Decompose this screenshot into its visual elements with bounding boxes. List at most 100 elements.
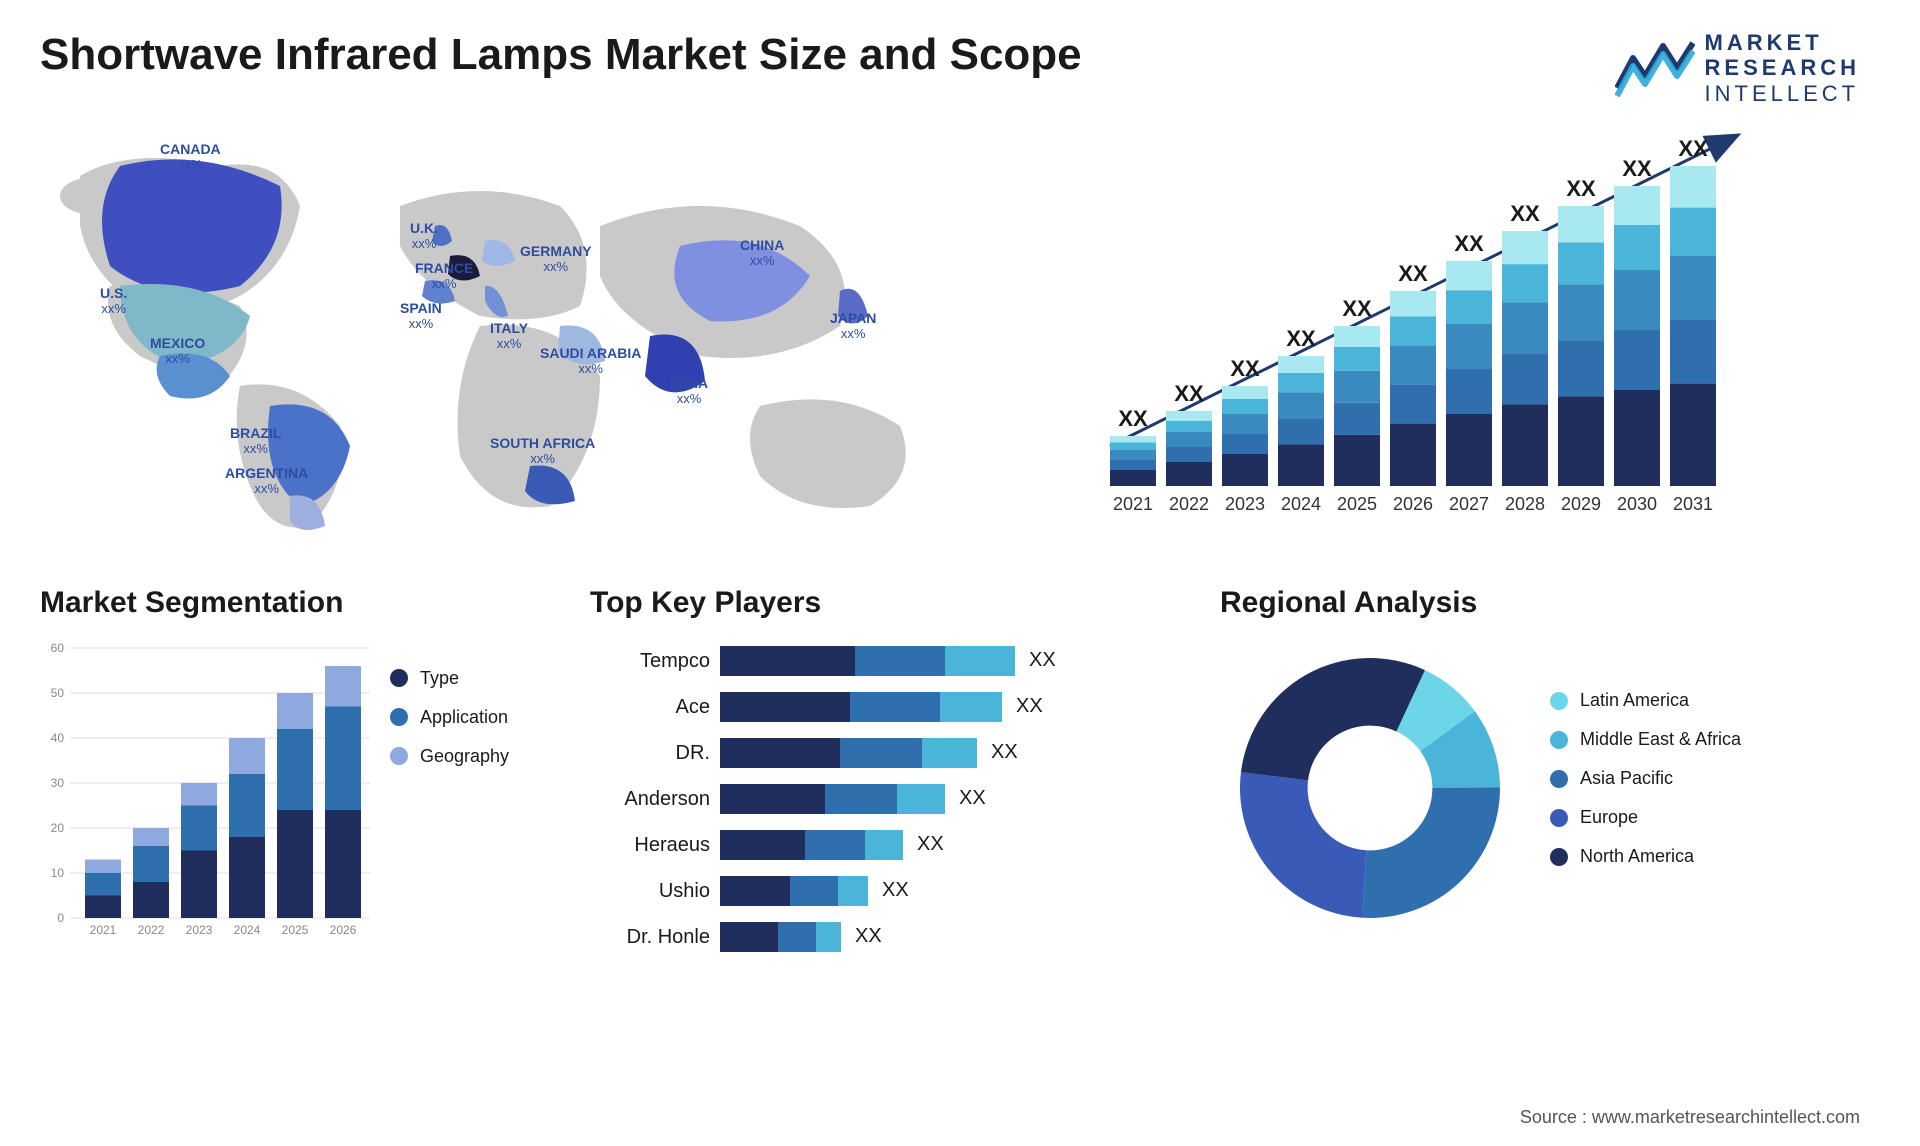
main-bar-seg xyxy=(1614,270,1660,330)
seg-ytick: 60 xyxy=(51,641,65,655)
regional-legend-item: Middle East & Africa xyxy=(1550,729,1860,750)
seg-xlabel: 2025 xyxy=(282,923,309,937)
player-bar-seg xyxy=(945,646,1015,676)
seg-bar-seg xyxy=(229,738,265,774)
segmentation-panel: Market Segmentation 01020304050602021202… xyxy=(40,586,560,960)
player-bar-seg xyxy=(897,784,945,814)
main-bar-seg xyxy=(1614,330,1660,390)
map-label-india: INDIAxx% xyxy=(670,376,708,407)
player-bar-value: XX xyxy=(1016,695,1043,718)
player-bar-seg xyxy=(805,830,865,860)
player-bar-seg xyxy=(720,692,850,722)
map-label-argentina: ARGENTINAxx% xyxy=(225,466,308,497)
main-bar-seg xyxy=(1334,347,1380,371)
seg-ytick: 10 xyxy=(51,866,65,880)
seg-xlabel: 2024 xyxy=(234,923,261,937)
player-bar-row: XX xyxy=(720,684,1190,730)
regional-legend-label: North America xyxy=(1580,846,1694,867)
main-bar-seg xyxy=(1446,414,1492,486)
player-name: Ushio xyxy=(590,868,710,914)
player-name: Tempco xyxy=(590,638,710,684)
player-bar-row: XX xyxy=(720,638,1190,684)
seg-xlabel: 2022 xyxy=(138,923,165,937)
main-bar-seg xyxy=(1334,371,1380,403)
seg-bar-seg xyxy=(277,729,313,810)
main-bar-seg xyxy=(1390,291,1436,316)
seg-bar-seg xyxy=(229,837,265,918)
player-bar-seg xyxy=(816,922,841,952)
legend-dot-icon xyxy=(390,747,408,765)
donut-slice xyxy=(1362,787,1500,917)
main-bar-seg xyxy=(1502,302,1548,353)
legend-dot-icon xyxy=(390,708,408,726)
main-bar-seg xyxy=(1222,434,1268,454)
player-bar-value: XX xyxy=(959,787,986,810)
player-name: Dr. Honle xyxy=(590,914,710,960)
seg-bar-seg xyxy=(325,666,361,707)
seg-bar-seg xyxy=(229,774,265,837)
seg-legend-label: Geography xyxy=(420,746,509,767)
map-label-germany: GERMANYxx% xyxy=(520,244,592,275)
main-bar-seg xyxy=(1110,436,1156,443)
regional-legend-item: Latin America xyxy=(1550,690,1860,711)
player-bar-seg xyxy=(720,922,778,952)
player-bar xyxy=(720,784,945,814)
seg-legend-item: Application xyxy=(390,707,560,728)
main-bar-seg xyxy=(1558,206,1604,242)
player-bar xyxy=(720,876,868,906)
player-bar-seg xyxy=(720,646,855,676)
main-bar-value: XX xyxy=(1342,296,1372,321)
map-label-china: CHINAxx% xyxy=(740,238,784,269)
player-bar-seg xyxy=(840,738,922,768)
map-label-mexico: MEXICOxx% xyxy=(150,336,205,367)
players-title: Top Key Players xyxy=(590,586,1190,620)
main-bar-seg xyxy=(1502,353,1548,404)
main-bar-value: XX xyxy=(1174,381,1204,406)
player-bar-row: XX xyxy=(720,730,1190,776)
main-bar-seg xyxy=(1502,404,1548,486)
player-name: Heraeus xyxy=(590,822,710,868)
player-bar-seg xyxy=(865,830,903,860)
legend-dot-icon xyxy=(1550,770,1568,788)
player-bar-seg xyxy=(720,738,840,768)
regional-legend-item: Asia Pacific xyxy=(1550,768,1860,789)
logo-line2: RESEARCH xyxy=(1705,55,1860,80)
main-bar-year: 2022 xyxy=(1169,494,1209,514)
main-bar-value: XX xyxy=(1566,176,1596,201)
seg-bar-seg xyxy=(325,706,361,810)
logo-mark-icon xyxy=(1615,38,1695,98)
player-bar-value: XX xyxy=(855,925,882,948)
player-bar-seg xyxy=(838,876,868,906)
page-title: Shortwave Infrared Lamps Market Size and… xyxy=(40,30,1082,80)
player-bar xyxy=(720,646,1015,676)
main-bar-seg xyxy=(1110,470,1156,486)
seg-ytick: 40 xyxy=(51,731,65,745)
seg-ytick: 50 xyxy=(51,686,65,700)
main-bar-year: 2029 xyxy=(1561,494,1601,514)
player-bar-seg xyxy=(720,876,790,906)
main-bar-value: XX xyxy=(1622,156,1652,181)
seg-legend-label: Application xyxy=(420,707,508,728)
player-bar-seg xyxy=(790,876,838,906)
player-bar-seg xyxy=(778,922,816,952)
main-bar-year: 2027 xyxy=(1449,494,1489,514)
main-bar-value: XX xyxy=(1454,231,1484,256)
seg-ytick: 30 xyxy=(51,776,65,790)
seg-legend-item: Geography xyxy=(390,746,560,767)
main-bar-seg xyxy=(1110,442,1156,450)
regional-panel: Regional Analysis Latin America Middle Ea… xyxy=(1220,586,1860,960)
main-bar-year: 2026 xyxy=(1393,494,1433,514)
main-bar-year: 2021 xyxy=(1113,494,1153,514)
seg-bar-seg xyxy=(85,859,121,873)
seg-ytick: 20 xyxy=(51,821,65,835)
seg-bar-seg xyxy=(133,882,169,918)
main-bar-seg xyxy=(1558,340,1604,396)
regional-legend-item: North America xyxy=(1550,846,1860,867)
main-bar-seg xyxy=(1278,356,1324,373)
regional-title: Regional Analysis xyxy=(1220,586,1860,620)
segmentation-title: Market Segmentation xyxy=(40,586,560,620)
key-players-panel: Top Key Players TempcoAceDR.AndersonHera… xyxy=(590,586,1190,960)
main-bar-year: 2024 xyxy=(1281,494,1321,514)
main-bar-seg xyxy=(1166,462,1212,486)
main-bar-seg xyxy=(1446,261,1492,290)
